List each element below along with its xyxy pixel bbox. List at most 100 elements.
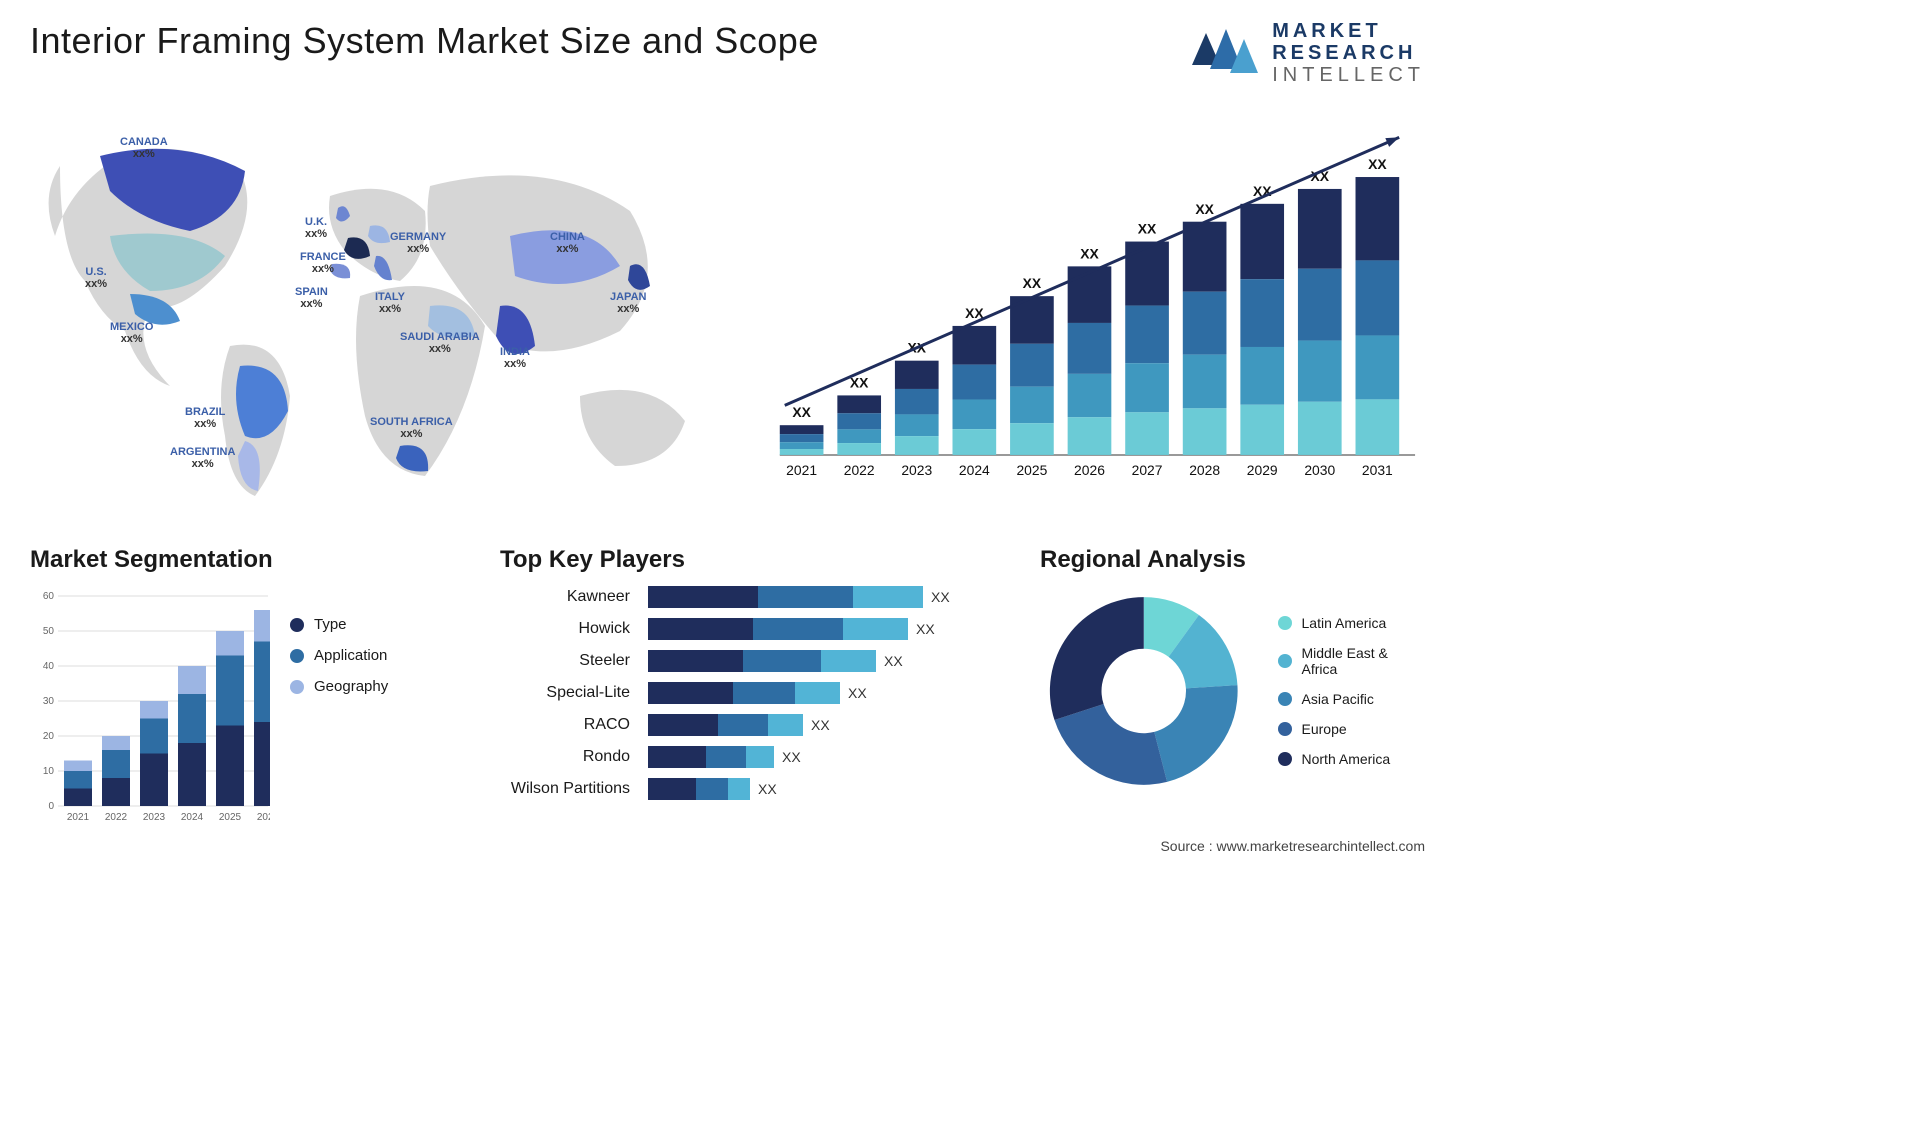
- legend-swatch: [290, 680, 304, 694]
- players-title: Top Key Players: [500, 546, 1000, 574]
- svg-text:2027: 2027: [1132, 462, 1163, 478]
- player-bar: [648, 618, 908, 640]
- growth-chart: XX2021XX2022XX2023XX2024XX2025XX2026XX20…: [750, 116, 1425, 516]
- svg-text:XX: XX: [1368, 156, 1387, 172]
- svg-text:2021: 2021: [67, 812, 90, 823]
- player-name: Howick: [500, 618, 630, 640]
- svg-text:XX: XX: [1080, 245, 1099, 261]
- player-row: XX: [648, 714, 1000, 736]
- legend-label: North America: [1302, 751, 1391, 767]
- svg-text:XX: XX: [1195, 201, 1214, 217]
- map-label-u-k-: U.K.xx%: [305, 216, 327, 240]
- legend-swatch: [1278, 654, 1292, 668]
- player-bar-segment: [706, 746, 746, 768]
- svg-text:20: 20: [43, 731, 55, 742]
- player-bar-segment: [718, 714, 768, 736]
- player-name: RACO: [500, 714, 630, 736]
- source-attribution: Source : www.marketresearchintellect.com: [1160, 838, 1425, 854]
- map-label-south-africa: SOUTH AFRICAxx%: [370, 416, 453, 440]
- segmentation-legend-item: Geography: [290, 678, 388, 695]
- player-value: XX: [758, 781, 777, 797]
- player-row: XX: [648, 618, 1000, 640]
- legend-swatch: [1278, 616, 1292, 630]
- svg-text:0: 0: [48, 801, 54, 812]
- svg-text:40: 40: [43, 661, 55, 672]
- player-row: XX: [648, 746, 1000, 768]
- player-bar-segment: [648, 618, 753, 640]
- legend-label: Asia Pacific: [1302, 691, 1374, 707]
- map-label-mexico: MEXICOxx%: [110, 321, 153, 345]
- legend-swatch: [1278, 752, 1292, 766]
- players-bars: XX XX XX XX XX XX XX: [648, 586, 1000, 800]
- player-bar-segment: [758, 586, 853, 608]
- player-bar: [648, 650, 876, 672]
- player-bar-segment: [743, 650, 821, 672]
- svg-text:2023: 2023: [143, 812, 166, 823]
- player-bar-segment: [696, 778, 728, 800]
- player-bar: [648, 586, 923, 608]
- svg-text:2031: 2031: [1362, 462, 1393, 478]
- map-label-india: INDIAxx%: [500, 346, 530, 370]
- map-label-u-s-: U.S.xx%: [85, 266, 107, 290]
- player-value: XX: [782, 749, 801, 765]
- legend-label: Latin America: [1302, 615, 1387, 631]
- segmentation-legend: TypeApplicationGeography: [290, 586, 388, 826]
- regional-legend-item: North America: [1278, 751, 1426, 767]
- regional-legend-item: Europe: [1278, 721, 1426, 737]
- regional-title: Regional Analysis: [1040, 546, 1425, 574]
- logo-icon: [1188, 25, 1260, 81]
- regional-legend-item: Middle East & Africa: [1278, 645, 1426, 677]
- player-name: Special-Lite: [500, 682, 630, 704]
- svg-text:50: 50: [43, 626, 55, 637]
- player-bar-segment: [795, 682, 840, 704]
- player-bar: [648, 682, 840, 704]
- legend-swatch: [1278, 722, 1292, 736]
- player-bar-segment: [648, 746, 706, 768]
- svg-text:2022: 2022: [844, 462, 875, 478]
- legend-label: Middle East & Africa: [1302, 645, 1426, 677]
- player-bar-segment: [768, 714, 803, 736]
- logo-line3: INTELLECT: [1272, 64, 1425, 86]
- map-label-china: CHINAxx%: [550, 231, 585, 255]
- svg-text:2025: 2025: [1016, 462, 1047, 478]
- growth-chart-panel: XX2021XX2022XX2023XX2024XX2025XX2026XX20…: [750, 116, 1425, 516]
- player-bar-segment: [843, 618, 908, 640]
- map-label-saudi-arabia: SAUDI ARABIAxx%: [400, 331, 480, 355]
- player-bar-segment: [648, 682, 733, 704]
- map-label-italy: ITALYxx%: [375, 291, 405, 315]
- player-bar-segment: [728, 778, 750, 800]
- player-value: XX: [931, 589, 950, 605]
- svg-text:60: 60: [43, 591, 55, 602]
- player-row: XX: [648, 586, 1000, 608]
- brand-logo: MARKET RESEARCH INTELLECT: [1188, 20, 1425, 86]
- player-name: Wilson Partitions: [500, 778, 630, 800]
- svg-text:2025: 2025: [219, 812, 242, 823]
- player-row: XX: [648, 778, 1000, 800]
- svg-text:2028: 2028: [1189, 462, 1220, 478]
- svg-text:XX: XX: [1138, 221, 1157, 237]
- player-bar: [648, 778, 750, 800]
- player-name: Kawneer: [500, 586, 630, 608]
- map-label-germany: GERMANYxx%: [390, 231, 446, 255]
- player-bar: [648, 714, 803, 736]
- player-row: XX: [648, 682, 1000, 704]
- segmentation-chart: 0102030405060202120222023202420252026: [30, 586, 270, 826]
- svg-text:2023: 2023: [901, 462, 932, 478]
- player-bar-segment: [648, 778, 696, 800]
- player-bar-segment: [746, 746, 774, 768]
- svg-text:XX: XX: [792, 404, 811, 420]
- player-row: XX: [648, 650, 1000, 672]
- svg-text:30: 30: [43, 696, 55, 707]
- svg-text:2021: 2021: [786, 462, 817, 478]
- svg-text:2026: 2026: [257, 812, 270, 823]
- svg-text:2024: 2024: [181, 812, 204, 823]
- logo-line1: MARKET: [1272, 20, 1425, 42]
- player-value: XX: [884, 653, 903, 669]
- map-label-spain: SPAINxx%: [295, 286, 328, 310]
- legend-label: Application: [314, 647, 387, 664]
- player-value: XX: [848, 685, 867, 701]
- player-bar-segment: [648, 586, 758, 608]
- regional-legend-item: Latin America: [1278, 615, 1426, 631]
- player-value: XX: [811, 717, 830, 733]
- svg-text:2024: 2024: [959, 462, 990, 478]
